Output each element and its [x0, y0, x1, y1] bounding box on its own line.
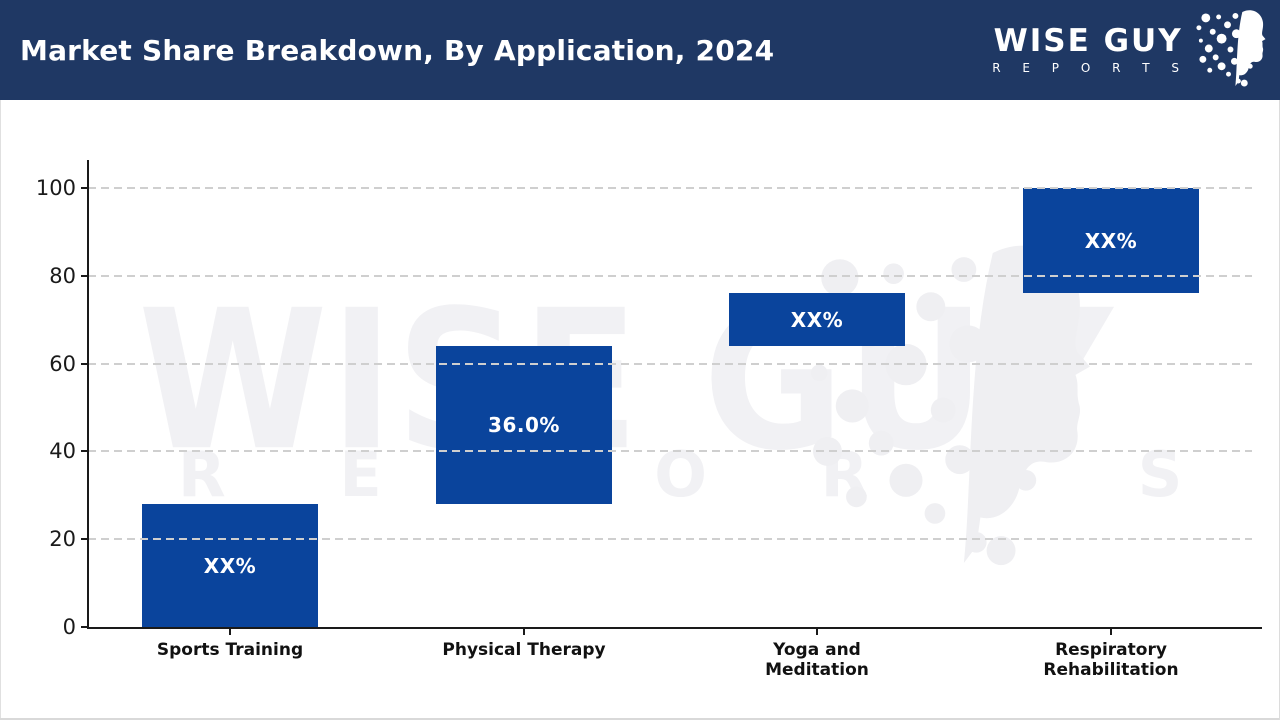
bar-value-label-yoga-and-meditation: XX% — [790, 307, 844, 332]
logo-subtext: R E P O R T S — [992, 60, 1188, 75]
x-tick-yoga-and-meditation — [816, 629, 818, 635]
gridline-60 — [88, 362, 1252, 365]
x-tick-respiratory-rehabilitation — [1110, 629, 1112, 635]
bar-sports-training — [142, 504, 318, 627]
x-category-label-sports-training: Sports Training — [156, 640, 304, 660]
y-tick-label-60: 60 — [49, 351, 76, 376]
gridline-100 — [88, 187, 1252, 189]
gridline-20 — [88, 538, 1252, 541]
y-tick-label-100: 100 — [35, 176, 76, 200]
brand-logo: WISE GUY R E P O R T S — [988, 6, 1266, 92]
logo-face-icon — [1196, 10, 1266, 87]
x-tick-physical-therapy — [523, 629, 525, 635]
x-category-label-yoga-and-meditation: Yoga and Meditation — [765, 640, 869, 680]
y-tick-20 — [81, 538, 88, 541]
y-tick-100 — [81, 187, 88, 189]
y-tick-label-80: 80 — [49, 263, 76, 288]
bar-value-label-sports-training: XX% — [203, 553, 257, 578]
bar-value-label-respiratory-rehabilitation: XX% — [1084, 228, 1138, 253]
y-tick-label-20: 20 — [49, 527, 76, 552]
gridline-80 — [88, 274, 1252, 277]
y-tick-label-40: 40 — [49, 439, 76, 464]
y-tick-60 — [81, 362, 88, 365]
page-bottom-border — [0, 718, 1279, 720]
y-tick-80 — [81, 274, 88, 277]
page-title: Market Share Breakdown, By Application, … — [20, 33, 775, 67]
brand-logo-text: WISE GUY R E P O R T S — [988, 24, 1188, 75]
x-category-label-physical-therapy: Physical Therapy — [442, 640, 606, 660]
y-axis-line — [87, 160, 89, 629]
y-tick-label-0: 0 — [62, 615, 76, 639]
bar-value-label-physical-therapy: 36.0% — [488, 413, 560, 438]
bar-yoga-and-meditation — [729, 293, 905, 347]
gridline-40 — [88, 450, 1252, 453]
y-tick-40 — [81, 450, 88, 453]
header-bar: Market Share Breakdown, By Application, … — [0, 0, 1280, 100]
y-tick-0 — [81, 626, 88, 628]
x-tick-sports-training — [229, 629, 231, 635]
x-category-label-respiratory-rehabilitation: Respiratory Rehabilitation — [1043, 640, 1179, 680]
logo-wordmark: WISE GUY — [993, 22, 1183, 59]
x-axis-line — [87, 627, 1262, 629]
page-left-border — [0, 100, 1, 720]
waterfall-chart: XX% Sports Training 36.0% Physical Therapy X… — [0, 100, 1280, 720]
bar-physical-therapy — [436, 346, 612, 505]
